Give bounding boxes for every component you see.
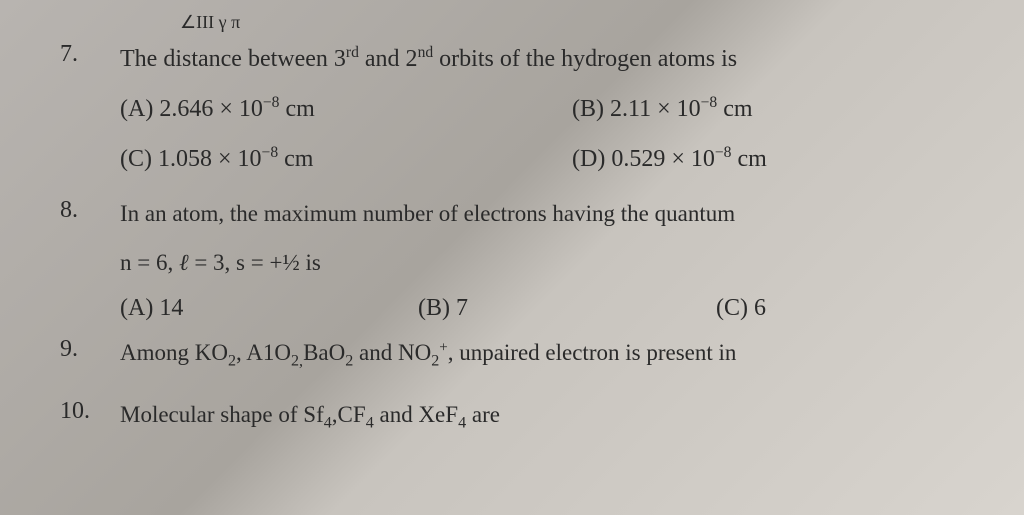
q8-subline: n = 6, ℓ = 3, s = +½ is: [120, 246, 984, 281]
q7c-sup: −8: [262, 144, 279, 161]
q7-option-c: (C) 1.058 × 10−8 cm: [120, 141, 532, 177]
q7-stem-post: orbits of the hydrogen atoms is: [433, 46, 737, 72]
q9-s1: 2: [228, 353, 236, 370]
question-7: 7. The distance between 3rd and 2nd orbi…: [60, 41, 984, 177]
q10-number: 10.: [60, 398, 120, 450]
q9-sup4: +: [439, 339, 447, 355]
q9-post: , unpaired electron is present in: [448, 340, 737, 365]
q7-number: 7.: [60, 41, 120, 177]
q8-option-a: (A) 14: [120, 290, 388, 326]
q9-m3: and NO: [353, 340, 431, 365]
q8-number: 8.: [60, 197, 120, 326]
q7a-post: cm: [279, 96, 314, 122]
q7b-post: cm: [717, 96, 752, 122]
q7b-pre: (B) 2.11 × 10: [572, 96, 701, 122]
q7-option-b: (B) 2.11 × 10−8 cm: [572, 91, 984, 127]
question-9: 9. Among KO2, A1O2,BaO2 and NO2+, unpair…: [60, 336, 984, 388]
q10-stem: Molecular shape of Sf4,CF4 and XeF4 are: [120, 398, 984, 436]
q7d-post: cm: [731, 146, 766, 172]
q10-s3: 4: [458, 414, 466, 431]
q10-m2: and XeF: [374, 402, 458, 427]
q7b-sup: −8: [701, 94, 718, 111]
q9-s4: 2: [431, 353, 439, 370]
q7-stem-mid: and 2: [359, 46, 418, 72]
fragment-top: ∠III γ π: [180, 12, 984, 33]
q9-pre: Among KO: [120, 340, 228, 365]
q10-post: are: [466, 402, 500, 427]
q10-s2: 4: [366, 414, 374, 431]
q7c-pre: (C) 1.058 × 10: [120, 146, 262, 172]
q7-option-d: (D) 0.529 × 10−8 cm: [572, 141, 984, 177]
q7d-sup: −8: [715, 144, 732, 161]
q8-option-c: (C) 6: [716, 290, 984, 326]
q7-stem: The distance between 3rd and 2nd orbits …: [120, 41, 984, 77]
question-10: 10. Molecular shape of Sf4,CF4 and XeF4 …: [60, 398, 984, 450]
q10-pre: Molecular shape of Sf: [120, 402, 324, 427]
q9-s2: 2,: [291, 353, 303, 370]
q8-ell: ℓ: [179, 250, 189, 275]
q10-s1: 4: [324, 414, 332, 431]
q7-sup1: rd: [346, 44, 359, 61]
q7-stem-pre: The distance between 3: [120, 46, 346, 72]
q9-stem: Among KO2, A1O2,BaO2 and NO2+, unpaired …: [120, 336, 984, 374]
q7-sup2: nd: [418, 44, 434, 61]
q7c-post: cm: [278, 146, 313, 172]
q8-stem: In an atom, the maximum number of electr…: [120, 197, 984, 232]
q10-m1: ,CF: [332, 402, 366, 427]
q7a-pre: (A) 2.646 × 10: [120, 96, 263, 122]
question-8: 8. In an atom, the maximum number of ele…: [60, 197, 984, 326]
q8-sub-post: = 3, s = +½ is: [189, 250, 321, 275]
q7-options: (A) 2.646 × 10−8 cm (B) 2.11 × 10−8 cm (…: [120, 91, 984, 177]
q8-sub-pre: n = 6,: [120, 250, 179, 275]
q7d-pre: (D) 0.529 × 10: [572, 146, 715, 172]
q8-options: (A) 14 (B) 7 (C) 6: [120, 290, 984, 326]
q9-number: 9.: [60, 336, 120, 388]
q7a-sup: −8: [263, 94, 280, 111]
q9-m2: BaO: [303, 340, 345, 365]
q8-option-b: (B) 7: [418, 290, 686, 326]
q7-option-a: (A) 2.646 × 10−8 cm: [120, 91, 532, 127]
q9-m1: , A1O: [236, 340, 291, 365]
